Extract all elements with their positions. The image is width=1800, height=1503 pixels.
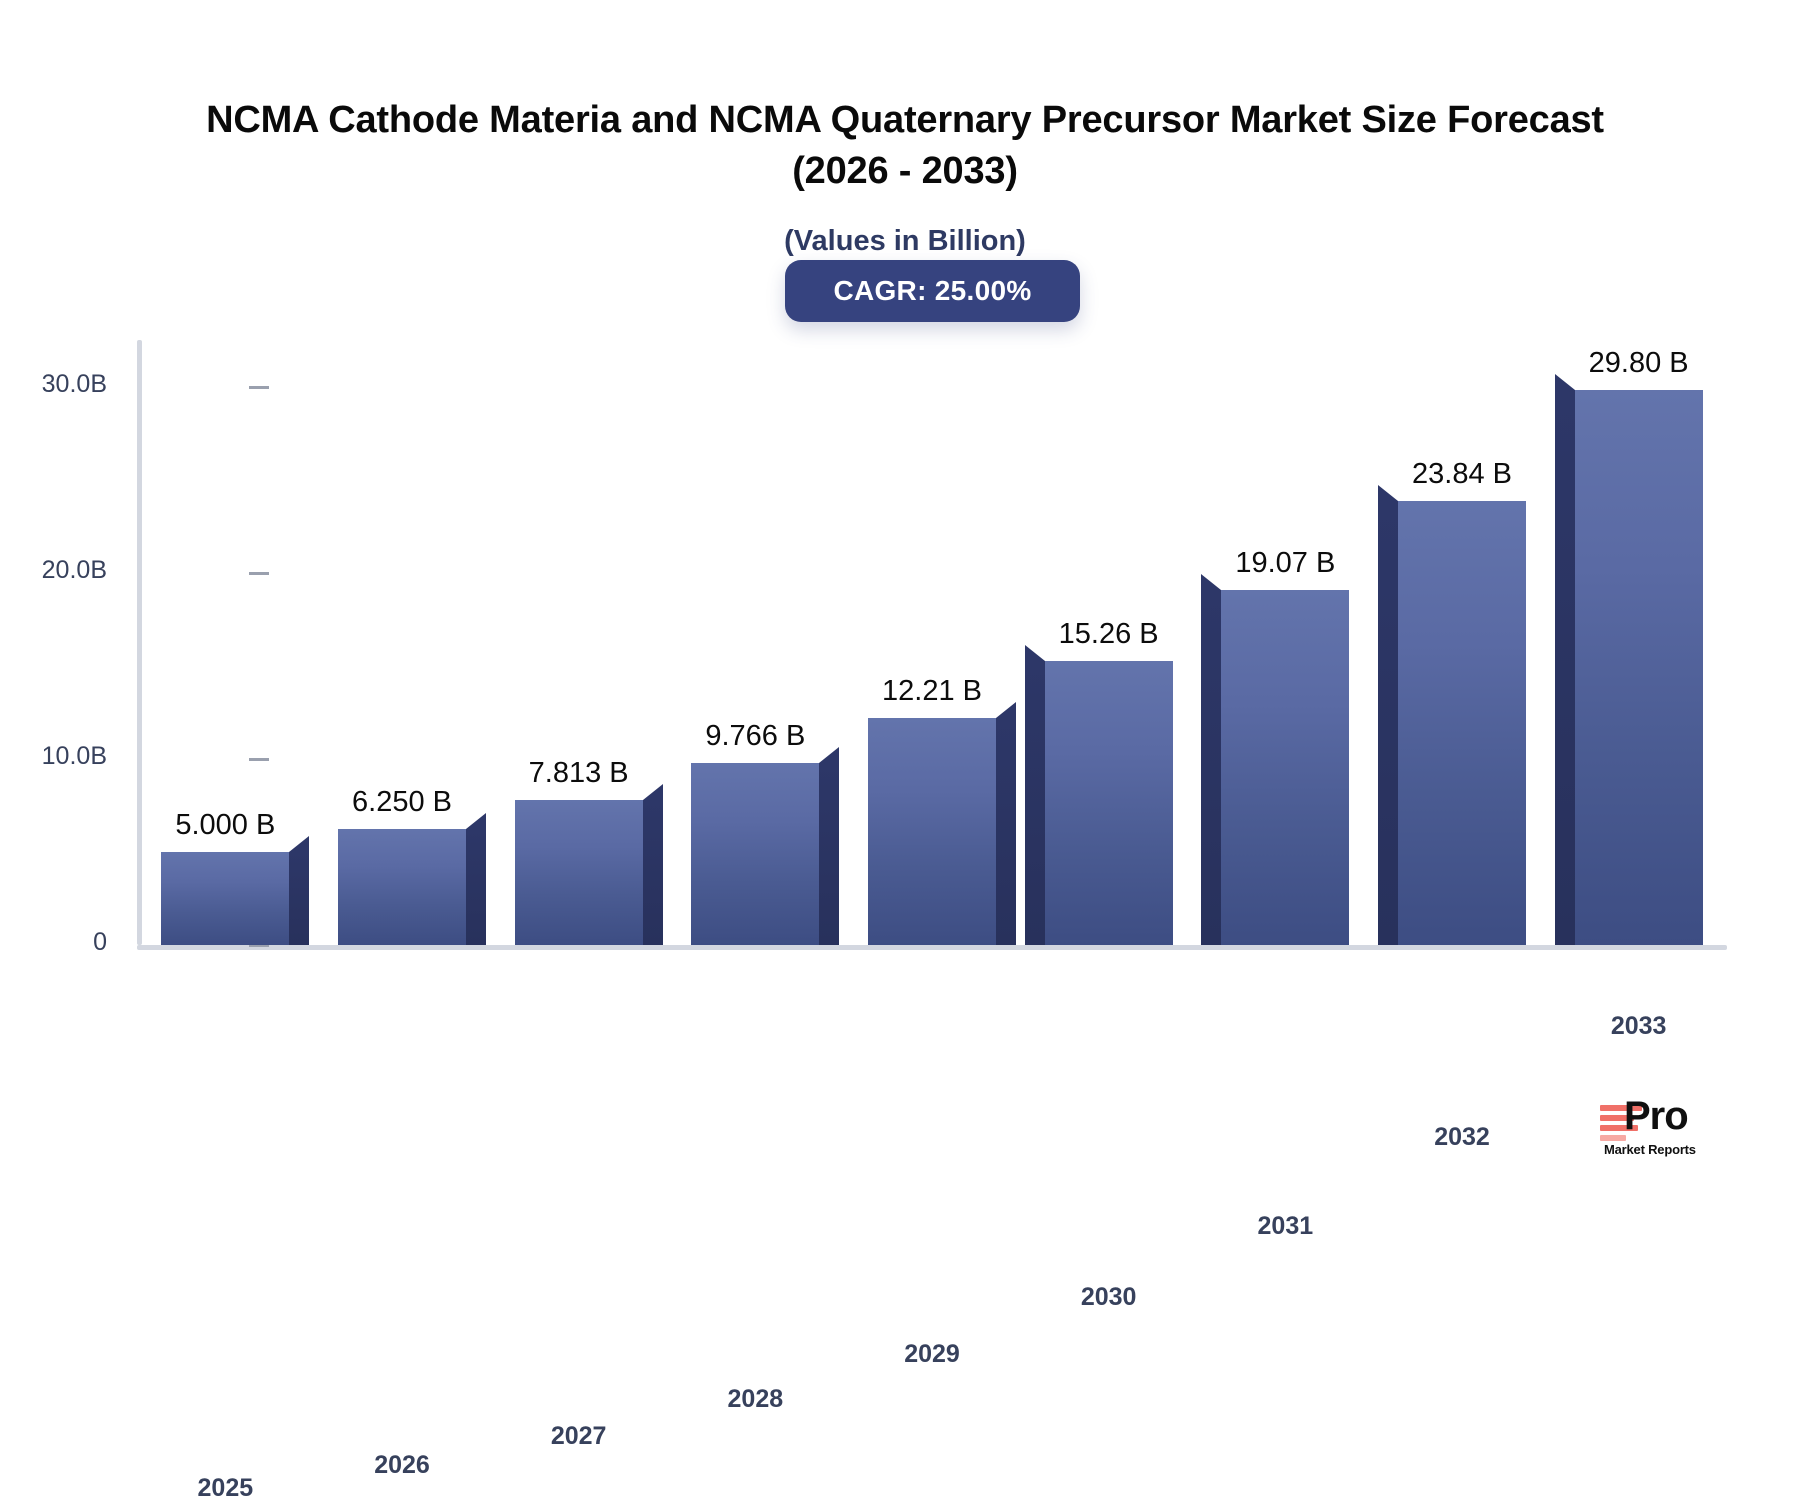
bar-face xyxy=(1221,590,1350,945)
bar-side-face xyxy=(289,835,310,945)
x-axis-line xyxy=(137,945,1727,950)
x-axis-tick-label: 2033 xyxy=(1610,1012,1667,1041)
title-block: NCMA Cathode Materia and NCMA Quaternary… xyxy=(150,95,1660,196)
bar-value-label: 7.813 B xyxy=(528,756,629,789)
bar-side-face xyxy=(642,783,663,945)
page-title: NCMA Cathode Materia and NCMA Quaternary… xyxy=(206,99,1604,192)
bar-face xyxy=(514,799,643,945)
bar-face xyxy=(868,717,996,945)
bar-face xyxy=(1044,660,1173,945)
bar-value-label: 15.26 B xyxy=(1058,617,1159,650)
y-axis-tick-label: 20.0B xyxy=(41,555,107,584)
x-axis-tick-label: 2031 xyxy=(1257,1212,1314,1241)
bar[interactable]: 15.26 B 2030 xyxy=(1024,618,1173,1311)
logo-wordmark: Pro xyxy=(1624,1094,1689,1138)
x-axis-tick-label: 2028 xyxy=(727,1385,784,1414)
y-axis-line xyxy=(137,340,142,945)
bar-face xyxy=(1398,501,1526,945)
y-axis-ticks: 0 10.0B 20.0B 30.0B xyxy=(0,340,269,956)
bar-value-label: 23.84 B xyxy=(1412,458,1512,491)
x-axis-tick-label: 2027 xyxy=(550,1421,607,1450)
bar-face xyxy=(691,763,820,945)
bar-face xyxy=(1574,390,1703,945)
bar[interactable]: 19.07 B 2031 xyxy=(1201,547,1350,1240)
cagr-badge-label: CAGR: 25.00% xyxy=(833,275,1032,306)
bar-value-label: 19.07 B xyxy=(1235,547,1336,580)
bar-side-face xyxy=(996,701,1016,945)
x-axis-tick-label: 2030 xyxy=(1080,1282,1137,1311)
y-axis-tick-mark xyxy=(249,571,269,575)
bar[interactable]: 7.813 B 2027 xyxy=(514,757,663,1450)
y-axis-tick-mark xyxy=(249,757,269,761)
logo-tagline: Market Reports xyxy=(1604,1142,1696,1157)
bar-side-face xyxy=(1554,374,1575,945)
chart-subtitle: (Values in Billion) xyxy=(784,225,1026,257)
x-axis-tick-label: 2032 xyxy=(1434,1123,1490,1152)
bar-side-face xyxy=(1201,574,1222,945)
bar[interactable]: 23.84 B 2032 xyxy=(1378,458,1526,1151)
x-axis-tick-label: 2029 xyxy=(904,1339,960,1368)
y-axis-tick-mark xyxy=(249,944,269,947)
bar-face xyxy=(338,828,466,945)
cagr-badge: CAGR: 25.00% xyxy=(785,260,1080,322)
y-axis-tick-label: 30.0B xyxy=(41,369,107,398)
x-axis-tick-label: 2026 xyxy=(374,1450,430,1479)
y-axis-tick-mark xyxy=(249,385,269,389)
bar[interactable]: 29.80 B 2033 xyxy=(1554,347,1703,1040)
bar-side-face xyxy=(819,747,840,945)
bar[interactable]: 5.000 B 2025 xyxy=(161,809,310,1502)
x-axis-tick-label: 2025 xyxy=(197,1473,254,1502)
bar-value-label: 6.250 B xyxy=(352,785,452,818)
bar-value-label: 12.21 B xyxy=(882,674,982,707)
y-axis-tick-label: 10.0B xyxy=(41,741,107,770)
y-axis-tick-label: 0 xyxy=(93,928,107,956)
brand-logo: Pro Market Reports xyxy=(1600,1094,1750,1170)
bar[interactable]: 6.250 B 2026 xyxy=(338,786,486,1479)
bar-value-label: 29.80 B xyxy=(1588,347,1689,380)
bar-side-face xyxy=(1378,485,1398,945)
bar[interactable]: 12.21 B 2029 xyxy=(868,675,1016,1368)
bars-logo-icon xyxy=(1600,1102,1646,1142)
bar-value-label: 5.000 B xyxy=(175,808,276,841)
chart-canvas: NCMA Cathode Materia and NCMA Quaternary… xyxy=(42,95,1750,1502)
bar-side-face xyxy=(1024,644,1045,945)
bar[interactable]: 9.766 B 2028 xyxy=(691,720,840,1413)
bar-side-face xyxy=(466,812,486,945)
bar-face xyxy=(161,851,290,945)
bar-series: 5.000 B 2025 6.250 B 2026 7.813 B 2027 9.766 B… xyxy=(137,340,1727,1502)
plot-area: 0 10.0B 20.0B 30.0B 5.000 B 2025 6.250 B 2026 7… xyxy=(42,340,1727,1502)
bar-value-label: 9.766 B xyxy=(705,720,806,753)
